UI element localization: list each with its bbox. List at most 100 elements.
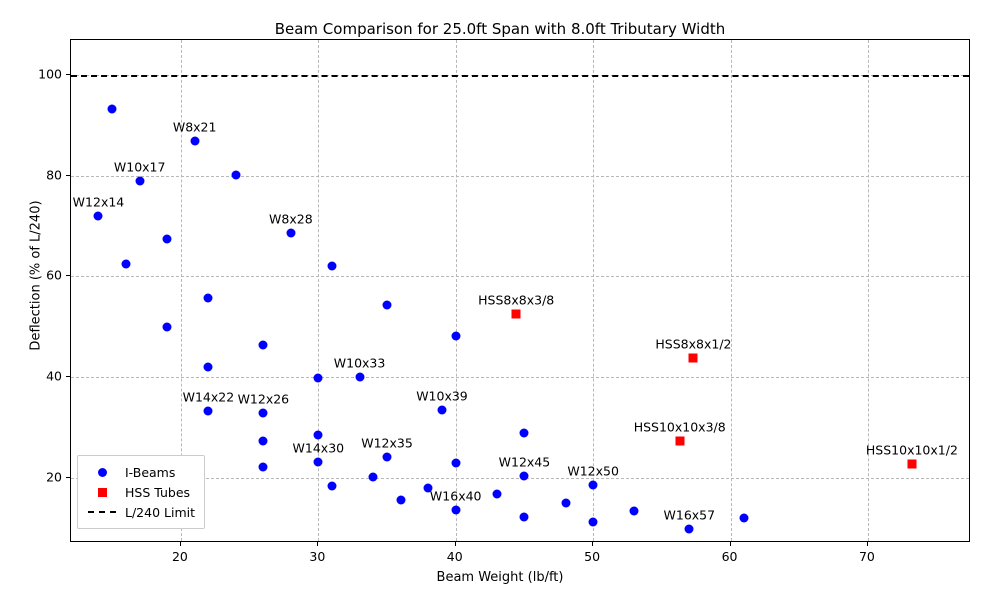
data-point-ibeam (203, 406, 213, 416)
legend-item[interactable]: L/240 Limit (85, 502, 195, 522)
plot-area: W12x14 W10x17 W8x21 W14x22 W12x26 W8x28 W14x30… (70, 39, 970, 542)
point-annotation: W8x28 (269, 211, 313, 227)
data-point-ibeam (382, 300, 392, 310)
point-annotation: W8x21 (172, 119, 217, 135)
data-point-ibeam (313, 373, 323, 383)
data-point-ibeam (107, 104, 117, 114)
data-point-ibeam (286, 228, 296, 238)
x-tick-mark (454, 542, 456, 546)
data-point-ibeam (258, 436, 268, 446)
data-point-ibeam (437, 405, 447, 415)
data-point-ibeam (519, 512, 529, 522)
data-point-ibeam (355, 372, 365, 382)
legend-label: I-Beams (125, 464, 176, 480)
legend-label: L/240 Limit (125, 504, 195, 520)
data-point-ibeam (519, 428, 529, 438)
data-point-ibeam (451, 458, 461, 468)
y-tick-mark (66, 275, 70, 277)
data-point-ibeam (423, 483, 433, 493)
limit-line-l240 (71, 75, 969, 78)
data-point-hss (907, 459, 917, 469)
point-annotation: W12x50 (567, 463, 619, 479)
data-point-ibeam (519, 471, 529, 481)
data-point-ibeam (93, 211, 103, 221)
x-tick-label: 30 (309, 549, 326, 564)
point-annotation: HSS10x10x1/2 (865, 442, 958, 458)
data-point-ibeam (231, 170, 241, 180)
point-annotation: W10x39 (416, 388, 468, 404)
data-point-ibeam (121, 259, 131, 269)
data-point-ibeam (162, 234, 172, 244)
legend-marker-icon (85, 487, 119, 497)
data-point-ibeam (135, 176, 145, 186)
data-point-ibeam (588, 517, 598, 527)
data-point-ibeam (313, 457, 323, 466)
point-annotation: HSS10x10x3/8 (633, 419, 726, 435)
data-point-ibeam (684, 524, 694, 534)
point-annotation: W12x14 (72, 194, 125, 210)
point-annotation: W14x30 (292, 440, 345, 455)
data-point-hss (511, 309, 521, 319)
data-point-hss (675, 436, 685, 446)
data-point-ibeam (396, 495, 406, 505)
point-annotation: W12x26 (237, 391, 290, 407)
point-annotation: W16x57 (663, 507, 716, 523)
point-annotation: W16x40 (429, 488, 482, 504)
x-tick-mark (317, 542, 319, 546)
gridline-horizontal (71, 276, 969, 278)
data-point-ibeam (451, 331, 461, 341)
x-tick-label: 40 (446, 549, 463, 564)
x-tick-label: 60 (721, 549, 738, 564)
data-point-hss (688, 353, 698, 363)
data-point-ibeam (739, 513, 749, 523)
point-annotation: W14x22 (182, 389, 235, 405)
data-point-ibeam (258, 340, 268, 350)
point-annotation: W10x33 (333, 355, 386, 371)
data-point-ibeam (190, 136, 200, 146)
x-tick-mark (179, 542, 181, 546)
point-annotation: HSS8x8x3/8 (478, 292, 555, 308)
gridline-vertical (593, 40, 595, 541)
gridline-vertical (867, 40, 869, 541)
x-tick-mark (592, 542, 594, 546)
gridline-vertical (455, 40, 457, 541)
legend-label: HSS Tubes (125, 484, 191, 500)
data-point-ibeam (258, 462, 268, 472)
data-point-ibeam (313, 430, 323, 440)
gridline-vertical (318, 40, 320, 541)
legend-marker-icon (85, 511, 119, 513)
x-tick-label: 20 (171, 549, 188, 564)
x-tick-label: 50 (584, 549, 601, 564)
legend-item[interactable]: I-Beams (85, 462, 195, 482)
data-point-ibeam (327, 261, 337, 271)
data-point-ibeam (258, 408, 268, 418)
data-point-ibeam (561, 498, 571, 508)
y-tick-mark (66, 376, 70, 377)
gridline-horizontal (71, 175, 969, 177)
gridline-vertical (730, 40, 732, 541)
data-point-ibeam (203, 293, 213, 303)
point-annotation: W10x17 (113, 159, 166, 175)
y-axis-label: Deflection (% of L/240) (28, 200, 44, 351)
data-point-ibeam (368, 472, 378, 482)
data-point-ibeam (588, 480, 598, 490)
point-annotation: HSS8x8x1/2 (655, 336, 732, 352)
legend-marker-icon (85, 467, 119, 477)
chart-legend: I-Beams HSS Tubes L/240 Limit (77, 455, 205, 529)
legend-item[interactable]: HSS Tubes (85, 482, 195, 502)
y-tick-mark (66, 74, 70, 76)
data-point-ibeam (382, 452, 392, 462)
x-tick-label: 70 (858, 549, 875, 564)
x-axis-label: Beam Weight (lb/ft) (436, 570, 564, 585)
y-tick-mark (66, 476, 70, 478)
data-point-ibeam (162, 322, 172, 332)
y-tick-label: 100 (38, 66, 62, 82)
x-tick-mark (866, 542, 868, 546)
data-point-ibeam (492, 489, 502, 499)
y-tick-label: 60 (46, 267, 62, 283)
y-tick-mark (66, 174, 70, 176)
data-point-ibeam (327, 481, 337, 491)
chart-title: Beam Comparison for 25.0ft Span with 8.0… (274, 20, 726, 38)
point-annotation: W12x35 (361, 435, 413, 451)
